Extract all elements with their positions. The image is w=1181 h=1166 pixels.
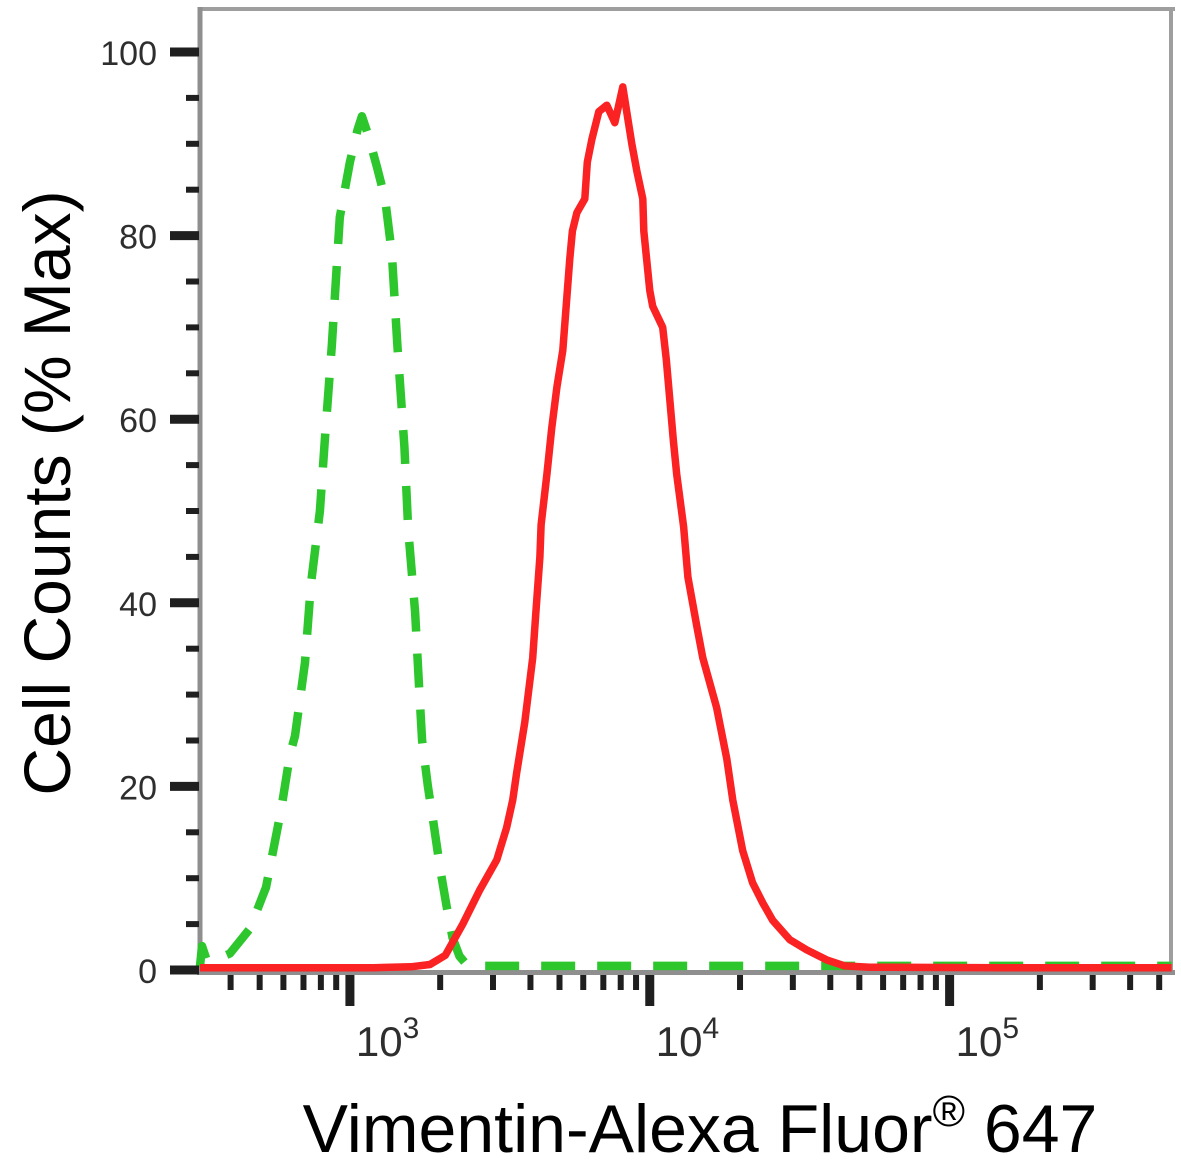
registered-trademark-symbol: ® [933, 1087, 965, 1136]
x-tick-label-exponent: 3 [403, 1012, 420, 1045]
x-tick-label-base: 10 [356, 1018, 403, 1065]
y-axis-title: Cell Counts (% Max) [10, 190, 84, 795]
y-tick-label: 0 [138, 953, 157, 991]
series-layer [195, 83, 1172, 972]
x-axis-title: Vimentin-Alexa Fluor® 647 [303, 1087, 1098, 1166]
y-tick-label: 80 [119, 219, 157, 257]
x-axis-title-tail: 647 [965, 1091, 1097, 1166]
x-tick-label-base: 10 [656, 1018, 703, 1065]
y-tick-label: 60 [119, 402, 157, 440]
x-tick-label-base: 10 [956, 1018, 1003, 1065]
plot-frame [197, 7, 1175, 975]
y-tick-label: 100 [100, 35, 157, 73]
x-tick-label-exponent: 4 [702, 1012, 719, 1045]
series-curve-red-solid-vimentin-stained [199, 83, 1172, 972]
x-axis-title-main: Vimentin-Alexa Fluor [303, 1091, 933, 1166]
series-curve-green-dashed-control [195, 112, 1172, 971]
ticks-layer [170, 47, 1163, 1006]
y-tick-label: 20 [119, 769, 157, 807]
x-tick-label: 104 [656, 1012, 719, 1065]
x-tick-label: 105 [956, 1012, 1019, 1065]
x-tick-label-exponent: 5 [1002, 1012, 1019, 1045]
x-tick-label: 103 [356, 1012, 419, 1065]
y-tick-label: 40 [119, 586, 157, 624]
